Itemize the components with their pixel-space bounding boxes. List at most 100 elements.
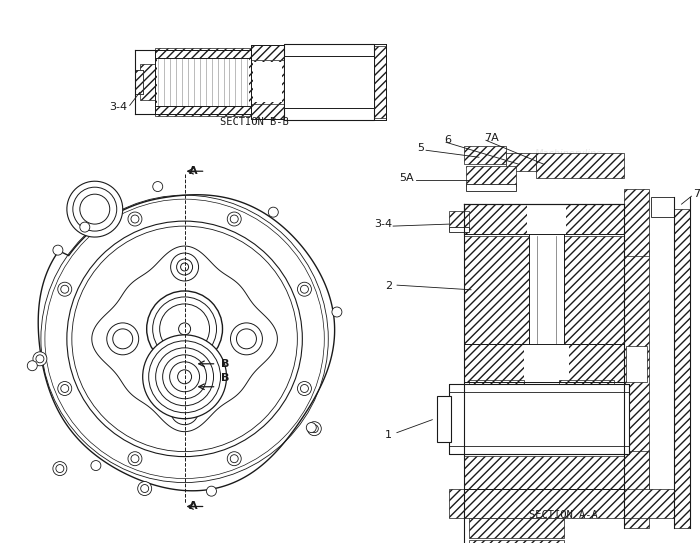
Bar — [155, 51, 251, 114]
Bar — [449, 384, 629, 454]
Circle shape — [230, 323, 262, 355]
Text: A: A — [188, 166, 197, 176]
Bar — [251, 60, 284, 104]
Bar — [434, 139, 694, 539]
Text: 1: 1 — [385, 430, 392, 440]
Text: 5: 5 — [417, 143, 424, 153]
Bar — [536, 153, 624, 178]
Bar — [140, 64, 155, 101]
Bar — [449, 489, 673, 518]
Circle shape — [128, 452, 142, 466]
Bar — [624, 450, 649, 493]
Circle shape — [131, 455, 139, 463]
Bar — [524, 344, 569, 382]
Circle shape — [148, 341, 220, 413]
Circle shape — [56, 465, 64, 473]
Circle shape — [53, 245, 63, 255]
Circle shape — [171, 397, 199, 425]
Bar — [155, 48, 251, 58]
Circle shape — [147, 291, 223, 367]
Text: 7: 7 — [694, 189, 700, 199]
Text: B: B — [220, 373, 229, 383]
Circle shape — [143, 335, 227, 419]
Bar — [284, 57, 375, 108]
Circle shape — [73, 187, 117, 231]
Polygon shape — [38, 195, 335, 491]
Bar — [464, 236, 624, 344]
Bar — [134, 70, 143, 95]
Bar — [449, 211, 469, 229]
Text: Machineryline: Machineryline — [535, 149, 603, 159]
Bar — [253, 63, 282, 102]
Circle shape — [160, 304, 209, 354]
Bar — [284, 45, 375, 57]
Circle shape — [80, 222, 90, 232]
Circle shape — [107, 323, 139, 355]
Circle shape — [171, 253, 199, 281]
Circle shape — [228, 212, 241, 226]
Circle shape — [181, 263, 188, 271]
Circle shape — [230, 455, 238, 463]
Bar — [469, 518, 564, 539]
Circle shape — [228, 452, 241, 466]
Bar — [466, 184, 516, 191]
Polygon shape — [92, 246, 277, 431]
Bar — [464, 146, 506, 164]
Circle shape — [300, 285, 309, 293]
Circle shape — [141, 485, 148, 492]
Bar — [251, 60, 284, 104]
Bar — [650, 197, 673, 217]
Bar — [134, 70, 143, 95]
Bar — [284, 45, 375, 120]
Circle shape — [176, 403, 193, 419]
Text: A: A — [188, 502, 197, 511]
Bar — [673, 209, 690, 528]
Text: SECTION B-B: SECTION B-B — [220, 118, 289, 127]
Circle shape — [307, 423, 316, 432]
Bar — [155, 58, 251, 107]
Circle shape — [33, 352, 47, 366]
Circle shape — [131, 215, 139, 223]
Bar — [469, 540, 564, 544]
Bar — [251, 46, 284, 119]
Text: 7A: 7A — [484, 133, 498, 143]
Circle shape — [237, 329, 256, 349]
Bar — [506, 153, 536, 171]
Circle shape — [332, 307, 342, 317]
Bar — [155, 51, 251, 114]
Bar — [157, 58, 249, 107]
Circle shape — [91, 461, 101, 471]
Circle shape — [206, 486, 216, 496]
Circle shape — [138, 481, 152, 496]
Circle shape — [162, 355, 206, 399]
Bar — [155, 107, 251, 116]
Circle shape — [181, 407, 188, 415]
Circle shape — [153, 297, 216, 361]
Bar — [466, 166, 516, 186]
Circle shape — [298, 282, 312, 296]
Circle shape — [155, 348, 214, 406]
Circle shape — [58, 381, 71, 395]
Circle shape — [25, 179, 344, 498]
Circle shape — [230, 215, 238, 223]
Text: B: B — [220, 359, 229, 369]
Polygon shape — [67, 181, 122, 237]
Circle shape — [178, 323, 190, 335]
Circle shape — [36, 355, 44, 363]
Circle shape — [113, 329, 133, 349]
Circle shape — [153, 182, 162, 191]
Text: 2: 2 — [385, 281, 392, 291]
Circle shape — [176, 259, 193, 275]
Circle shape — [307, 422, 321, 436]
Bar — [437, 395, 451, 442]
Text: 6: 6 — [444, 135, 451, 145]
Circle shape — [61, 285, 69, 293]
Bar — [527, 203, 566, 236]
Circle shape — [67, 221, 302, 456]
Bar — [449, 227, 469, 232]
Bar — [284, 108, 375, 120]
Circle shape — [310, 425, 319, 432]
Circle shape — [61, 385, 69, 392]
Bar — [464, 344, 624, 382]
Circle shape — [80, 194, 110, 224]
